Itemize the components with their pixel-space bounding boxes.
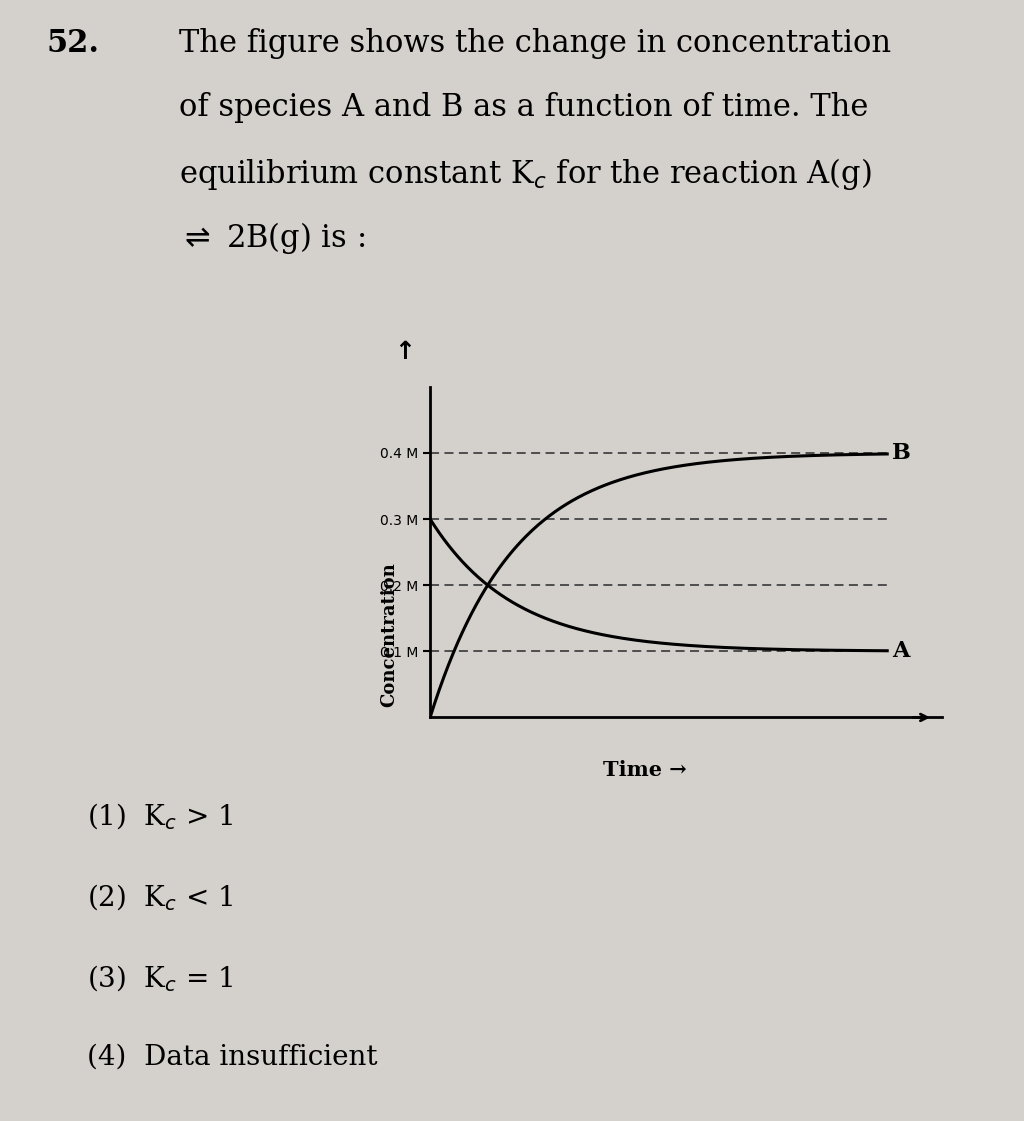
Text: (2)  K$_c$ < 1: (2) K$_c$ < 1 xyxy=(87,882,233,912)
Text: Time →: Time → xyxy=(603,760,687,780)
Text: $\rightleftharpoons$ 2B(g) is :: $\rightleftharpoons$ 2B(g) is : xyxy=(179,220,366,256)
Text: 52.: 52. xyxy=(46,28,99,59)
Text: B: B xyxy=(892,442,910,464)
Text: equilibrium constant K$_c$ for the reaction A(g): equilibrium constant K$_c$ for the react… xyxy=(179,156,872,192)
Text: (3)  K$_c$ = 1: (3) K$_c$ = 1 xyxy=(87,963,233,993)
Text: A: A xyxy=(892,640,909,663)
Text: (1)  K$_c$ > 1: (1) K$_c$ > 1 xyxy=(87,802,233,832)
Text: ↑: ↑ xyxy=(394,341,415,364)
Text: The figure shows the change in concentration: The figure shows the change in concentra… xyxy=(179,28,891,59)
Text: (4)  Data insufficient: (4) Data insufficient xyxy=(87,1044,378,1071)
Text: Concentration: Concentration xyxy=(380,563,398,707)
Text: of species A and B as a function of time. The: of species A and B as a function of time… xyxy=(179,92,868,123)
